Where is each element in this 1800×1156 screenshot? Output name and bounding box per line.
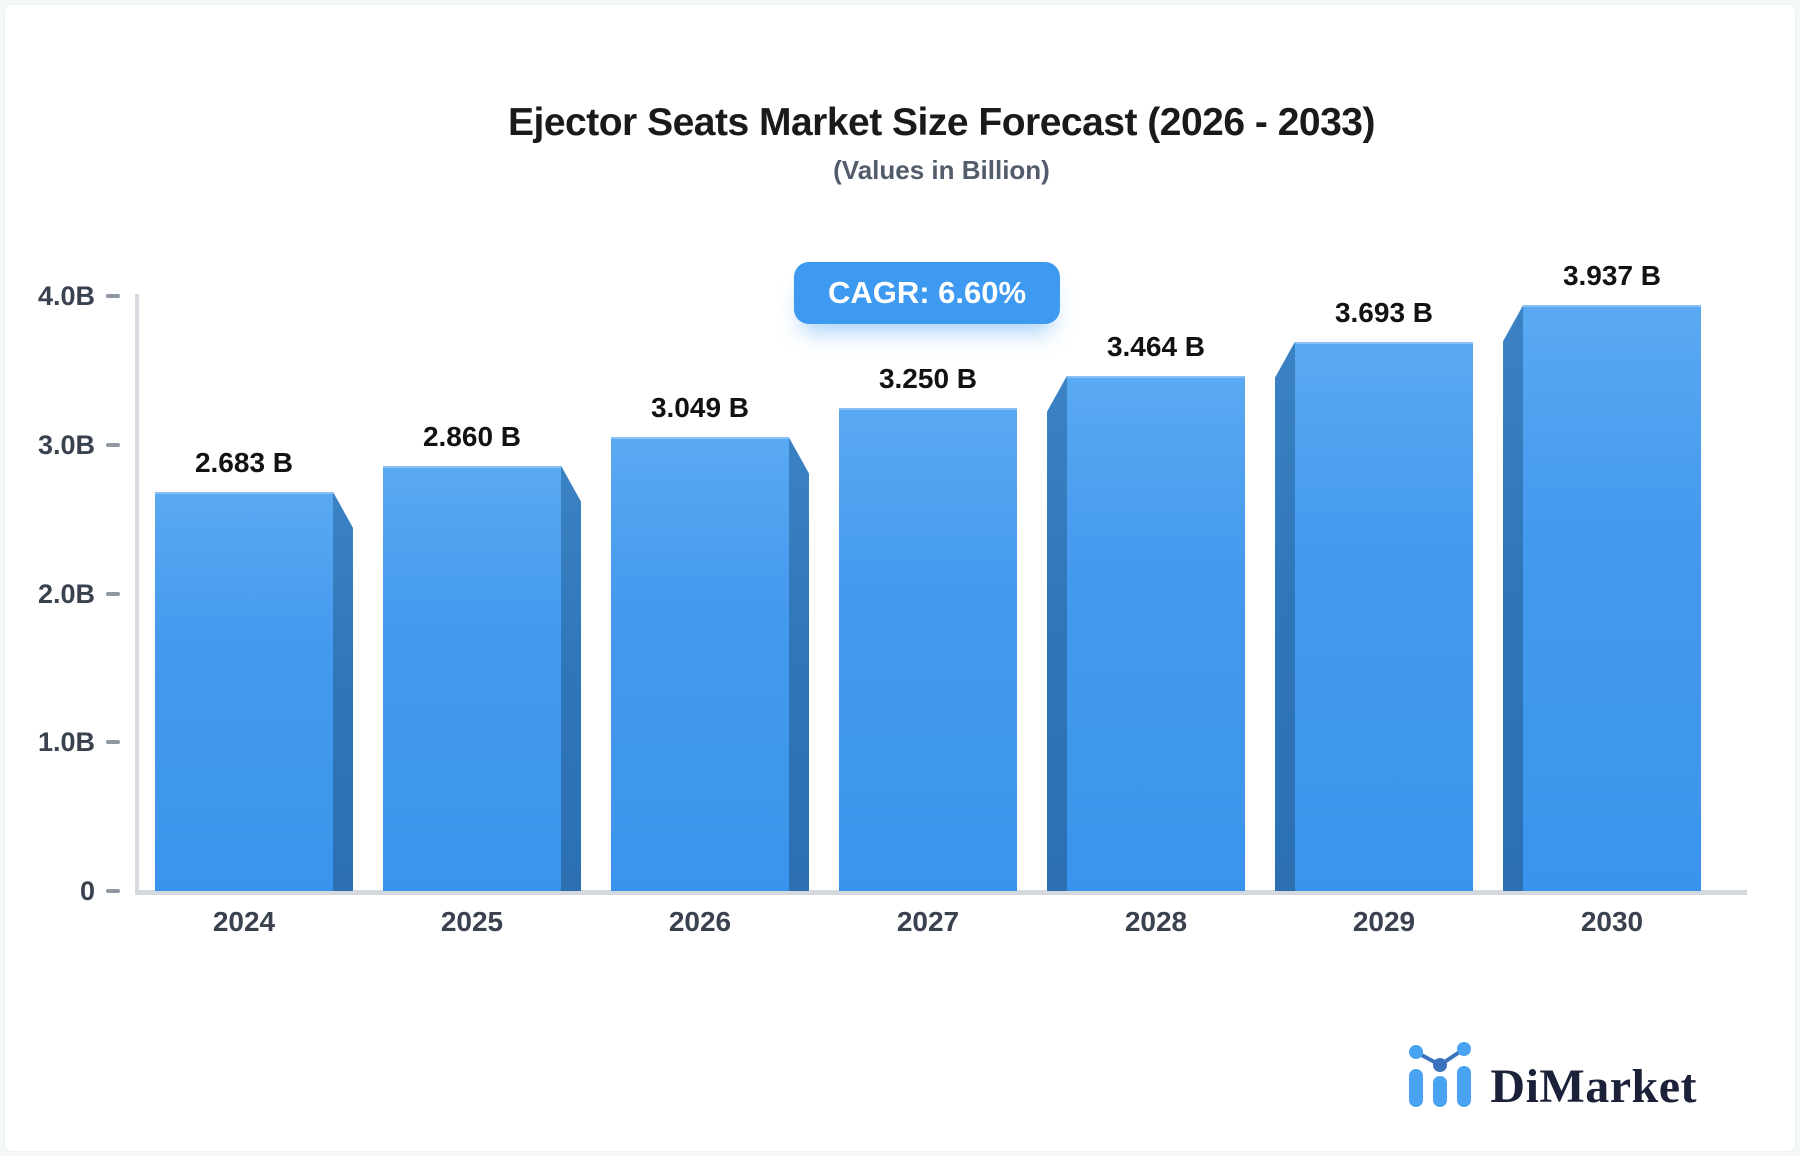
bar-2027 [839,407,1017,891]
x-axis-label-2025: 2025 [440,906,504,937]
bar-side-face [1275,341,1295,891]
chart-subtitle: (Values in Billion) [833,155,1050,185]
bar-value-label: 3.049 B [650,392,750,424]
bar-value-label: 3.250 B [878,362,978,394]
y-axis-tick-mark [106,889,120,893]
bar-value-label: 3.464 B [1106,330,1206,362]
y-axis-tick-mark [106,294,120,298]
bar-value-label: 3.693 B [1334,296,1434,328]
x-axis-label-2030: 2030 [1580,906,1644,937]
bar-2030 [1523,305,1701,891]
bar-2026 [611,437,789,891]
brand-name: DiMarket [1490,1060,1697,1113]
x-axis-label-2026: 2026 [668,906,732,937]
bar-value-label: 3.937 B [1562,260,1662,292]
bar-side-face [561,465,581,891]
cagr-badge: CAGR: 6.60% [793,262,1061,324]
bar-side-face [789,437,809,891]
bar-value-label: 2.860 B [422,420,522,452]
x-axis-label-2028: 2028 [1124,906,1188,937]
bar-2029 [1295,341,1473,891]
x-axis-label-2027: 2027 [896,906,960,937]
bar-side-face [1503,305,1523,891]
bar-2024 [155,491,333,891]
chart-card: Ejector Seats Market Size Forecast (2026… [4,4,1796,1152]
x-axis-label-2029: 2029 [1352,906,1416,937]
x-axis-line [135,890,1747,895]
y-axis-tick-label: 3.0B [37,429,95,460]
bar-value-label: 2.683 B [194,446,294,478]
bar-2025 [383,465,561,891]
bar-side-face [1047,375,1067,891]
y-axis-tick-mark [106,442,120,447]
bar-line-chart-icon [1409,1042,1472,1107]
brand-logo: DiMarket [1404,1039,1697,1111]
y-axis-line [135,294,139,893]
y-axis-tick-label: 4.0B [37,281,95,311]
bar-2028 [1067,375,1245,891]
y-axis-tick-mark [106,740,120,745]
y-axis-tick-mark [106,591,120,596]
y-axis-tick-label: 1.0B [37,727,95,758]
x-axis-label-2024: 2024 [212,906,276,937]
y-axis-tick-label: 0 [79,876,95,906]
y-axis-tick-label: 2.0B [37,578,95,609]
bar-side-face [333,491,353,891]
chart-title: Ejector Seats Market Size Forecast (2026… [508,101,1375,144]
